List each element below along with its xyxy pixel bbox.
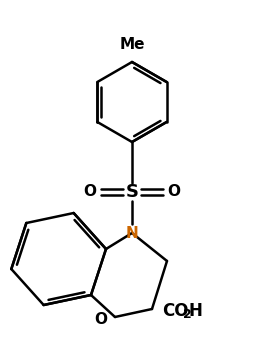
Text: 2: 2 xyxy=(183,308,192,321)
Text: O: O xyxy=(94,312,107,326)
Text: H: H xyxy=(189,302,203,320)
Text: Me: Me xyxy=(119,37,145,52)
Text: S: S xyxy=(126,183,139,201)
Text: O: O xyxy=(83,184,96,200)
Text: CO: CO xyxy=(162,302,188,320)
Text: O: O xyxy=(167,184,180,200)
Text: N: N xyxy=(126,226,138,240)
